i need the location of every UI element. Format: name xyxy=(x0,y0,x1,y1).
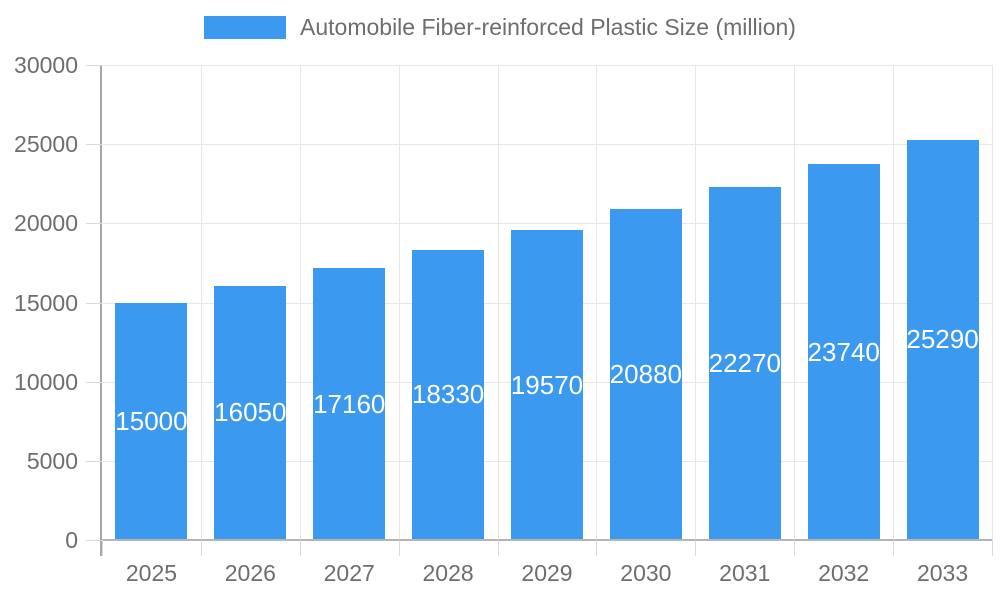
bar-value-label: 17160 xyxy=(313,388,386,419)
y-axis-line xyxy=(100,65,102,556)
bar-value-label: 23740 xyxy=(807,336,880,367)
x-tick-mark xyxy=(497,540,499,556)
bar-value-label: 15000 xyxy=(115,405,188,436)
bar-2031[interactable]: 22270 xyxy=(709,187,781,540)
x-tick-mark xyxy=(102,540,103,556)
x-axis-line xyxy=(102,539,992,541)
x-tick-mark xyxy=(893,540,895,556)
x-tick-mark xyxy=(596,540,598,556)
x-tick-mark xyxy=(794,540,796,556)
bar-2030[interactable]: 20880 xyxy=(610,209,682,540)
y-tick-label: 20000 xyxy=(14,210,78,237)
legend: Automobile Fiber-reinforced Plastic Size… xyxy=(0,14,1000,41)
legend-item[interactable]: Automobile Fiber-reinforced Plastic Size… xyxy=(204,14,796,41)
x-tick-mark xyxy=(299,540,301,556)
bar-2027[interactable]: 17160 xyxy=(313,268,385,540)
v-gridline xyxy=(497,65,499,540)
bar-value-label: 20880 xyxy=(609,359,683,390)
bar-value-label: 19570 xyxy=(510,369,584,400)
x-tick-label: 2032 xyxy=(818,560,870,586)
x-tick-label: 2028 xyxy=(422,560,474,586)
h-gridline xyxy=(102,223,992,225)
y-axis-labels: 0 5000 10000 15000 20000 25000 30000 xyxy=(0,52,78,553)
x-tick-label: 2033 xyxy=(916,560,969,586)
bar-2026[interactable]: 16050 xyxy=(214,285,287,540)
bar-2025[interactable]: 15000 xyxy=(115,302,188,540)
bar-2028[interactable]: 18330 xyxy=(411,249,485,540)
x-tick-mark xyxy=(200,540,202,556)
h-gridline xyxy=(102,144,992,146)
v-gridline xyxy=(893,65,895,540)
y-tick-label: 15000 xyxy=(14,289,78,316)
y-tick-mark xyxy=(86,381,102,383)
y-tick-label: 30000 xyxy=(14,52,78,78)
v-gridline xyxy=(200,65,202,540)
y-tick-label: 5000 xyxy=(26,447,78,474)
bar-value-label: 18330 xyxy=(411,379,485,410)
y-tick-mark xyxy=(86,302,102,304)
x-tick-label: 2030 xyxy=(620,560,672,586)
v-gridline xyxy=(794,65,796,540)
y-tick-mark xyxy=(86,540,102,541)
bar-2032[interactable]: 23740 xyxy=(808,164,880,540)
legend-swatch xyxy=(204,16,287,39)
x-tick-mark xyxy=(398,540,400,556)
x-tick-mark xyxy=(992,540,993,556)
x-tick-label: 2027 xyxy=(323,560,375,586)
v-gridline xyxy=(695,65,697,540)
x-axis-labels: 2025 2026 2027 2028 2029 2030 2031 2032 2033 xyxy=(102,559,992,589)
y-tick-mark xyxy=(86,460,102,462)
plot-area: 15000 16050 17160 18330 19570 20880 22270 23740… xyxy=(102,65,993,540)
x-tick-mark xyxy=(695,540,697,556)
y-tick-label: 0 xyxy=(65,527,78,553)
y-tick-label: 10000 xyxy=(14,368,78,395)
v-gridline xyxy=(299,65,301,540)
x-tick-label: 2026 xyxy=(224,560,276,586)
y-tick-label: 25000 xyxy=(14,131,78,158)
legend-label: Automobile Fiber-reinforced Plastic Size… xyxy=(300,14,796,40)
y-tick-mark xyxy=(86,65,102,66)
x-tick-label: 2029 xyxy=(521,560,573,586)
v-gridline xyxy=(992,65,993,540)
x-tick-label: 2031 xyxy=(719,560,771,586)
bar-2029[interactable]: 19570 xyxy=(511,230,583,540)
v-gridline xyxy=(398,65,400,540)
v-gridline xyxy=(596,65,598,540)
bar-value-label: 22270 xyxy=(708,348,781,379)
bar-value-label: 25290 xyxy=(906,324,979,355)
bar-value-label: 16050 xyxy=(214,397,287,428)
bar-2033[interactable]: 25290 xyxy=(906,139,979,540)
x-tick-label: 2025 xyxy=(125,560,178,586)
y-tick-mark xyxy=(86,144,102,146)
h-gridline xyxy=(102,65,992,66)
y-tick-mark xyxy=(86,223,102,225)
